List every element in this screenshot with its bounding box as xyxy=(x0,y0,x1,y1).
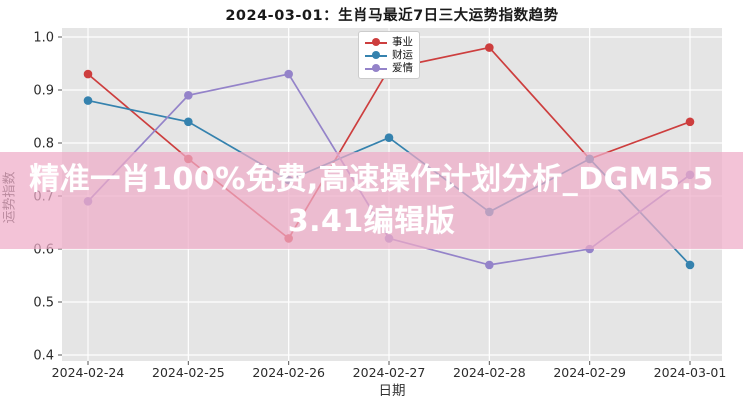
svg-text:2024-02-25: 2024-02-25 xyxy=(152,365,225,380)
svg-text:2024-02-26: 2024-02-26 xyxy=(252,365,325,380)
watermark-text-line2: 3.41编辑版 xyxy=(287,203,456,239)
chart-title: 2024-03-01：生肖马最近7日三大运势指数趋势 xyxy=(225,8,559,24)
watermark-overlay: 精准一肖100%免费,高速操作计划分析_DGM5.5 3.41编辑版 xyxy=(0,152,743,249)
svg-text:2024-02-24: 2024-02-24 xyxy=(52,365,125,380)
legend-label: 事业 xyxy=(392,36,413,48)
legend-label: 爱情 xyxy=(392,62,413,74)
legend-item-career: 事业 xyxy=(365,36,413,49)
chart-legend: 事业 财运 爱情 xyxy=(358,31,420,79)
svg-text:2024-03-01: 2024-03-01 xyxy=(654,365,727,380)
svg-text:2024-02-29: 2024-02-29 xyxy=(553,365,626,380)
x-axis-label: 日期 xyxy=(378,383,406,399)
svg-text:0.4: 0.4 xyxy=(33,349,54,364)
legend-item-wealth: 财运 xyxy=(365,49,413,62)
svg-text:0.9: 0.9 xyxy=(33,84,54,99)
legend-item-love: 爱情 xyxy=(365,62,413,75)
svg-text:2024-02-27: 2024-02-27 xyxy=(353,365,426,380)
legend-marker-icon xyxy=(365,64,387,73)
svg-text:0.5: 0.5 xyxy=(33,296,54,311)
legend-label: 财运 xyxy=(392,49,413,61)
svg-text:0.8: 0.8 xyxy=(33,137,54,152)
legend-marker-icon xyxy=(365,51,387,60)
watermark-text-line1: 精准一肖100%免费,高速操作计划分析_DGM5.5 xyxy=(29,161,714,197)
svg-text:2024-02-28: 2024-02-28 xyxy=(453,365,526,380)
svg-text:1.0: 1.0 xyxy=(33,31,54,46)
legend-marker-icon xyxy=(365,38,387,47)
